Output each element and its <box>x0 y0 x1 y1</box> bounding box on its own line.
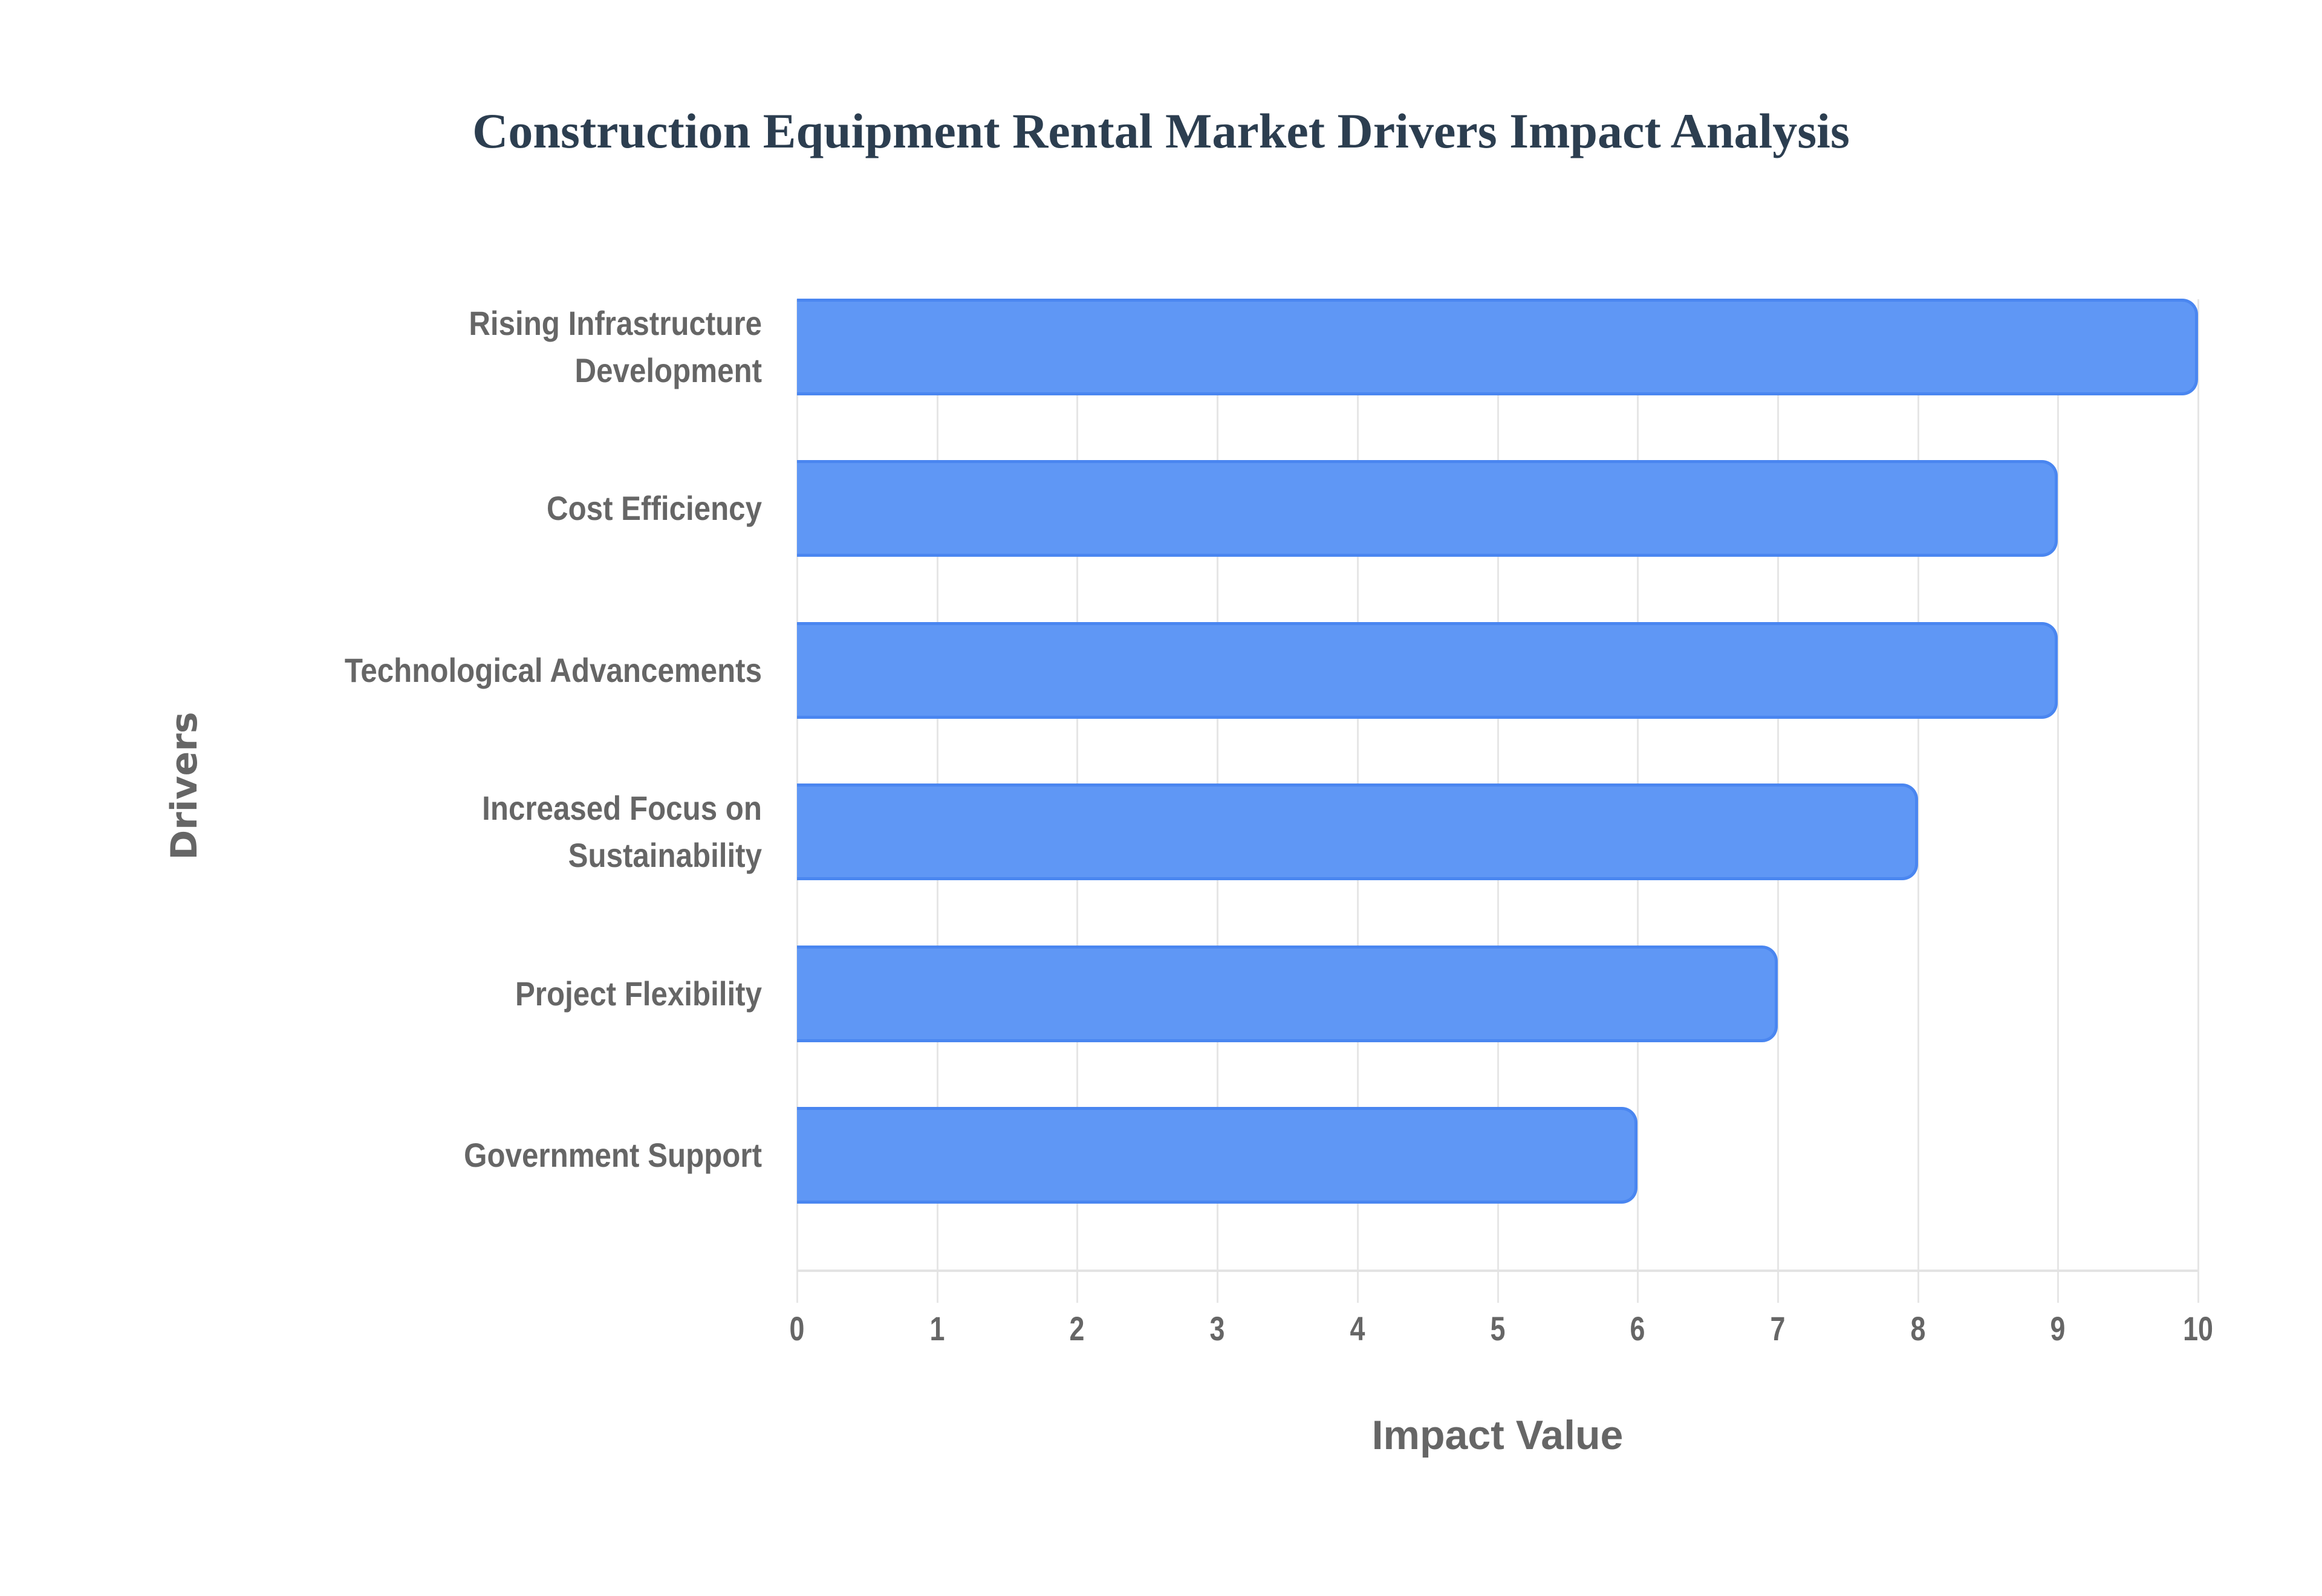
y-tick-label-line: Project Flexibility <box>515 974 762 1013</box>
bar[interactable] <box>797 783 1918 881</box>
bar[interactable] <box>797 298 2198 395</box>
x-tick-label: 3 <box>1209 1309 1225 1348</box>
x-tick-label: 1 <box>929 1309 945 1348</box>
x-axis-line <box>797 1270 2198 1272</box>
x-tick-label: 2 <box>1069 1309 1085 1348</box>
y-tick-label: Technological Advancements <box>230 647 762 694</box>
x-tick-label: 4 <box>1350 1309 1365 1348</box>
y-axis-title: Drivers <box>163 712 206 860</box>
bar[interactable] <box>797 1107 1638 1204</box>
bar[interactable] <box>797 621 2058 719</box>
x-tick-label: 8 <box>1910 1309 1926 1348</box>
bar[interactable] <box>797 945 1778 1042</box>
gridline <box>2057 299 2060 1303</box>
y-tick-label: Increased Focus on Sustainability <box>230 785 762 879</box>
x-tick-label: 9 <box>2050 1309 2066 1348</box>
y-tick-label: Cost Efficiency <box>230 485 762 532</box>
x-tick-label: 10 <box>2183 1309 2213 1348</box>
x-tick-label: 5 <box>1490 1309 1505 1348</box>
y-tick-label-line: Government Support <box>464 1136 762 1175</box>
chart-title: Construction Equipment Rental Market Dri… <box>472 103 1850 158</box>
y-tick-label: Government Support <box>230 1132 762 1179</box>
x-tick-label: 7 <box>1770 1309 1786 1348</box>
x-tick-label: 6 <box>1630 1309 1645 1348</box>
y-tick-label-line: Development <box>574 351 762 389</box>
y-tick-label-line: Technological Advancements <box>344 650 762 689</box>
bar[interactable] <box>797 460 2058 557</box>
y-tick-label-line: Rising Infrastructure <box>469 303 762 342</box>
y-tick-label-line: Sustainability <box>568 836 762 875</box>
gridline <box>1917 299 1919 1303</box>
x-axis-title: Impact Value <box>1371 1412 1624 1458</box>
y-tick-label-line: Increased Focus on <box>482 789 762 828</box>
y-tick-label-line: Cost Efficiency <box>546 489 762 528</box>
x-tick-label: 0 <box>789 1309 805 1348</box>
gridline <box>2197 299 2199 1303</box>
plot-area <box>796 298 2199 1303</box>
y-tick-label: Rising Infrastructure Development <box>230 300 762 394</box>
y-tick-label: Project Flexibility <box>230 970 762 1017</box>
